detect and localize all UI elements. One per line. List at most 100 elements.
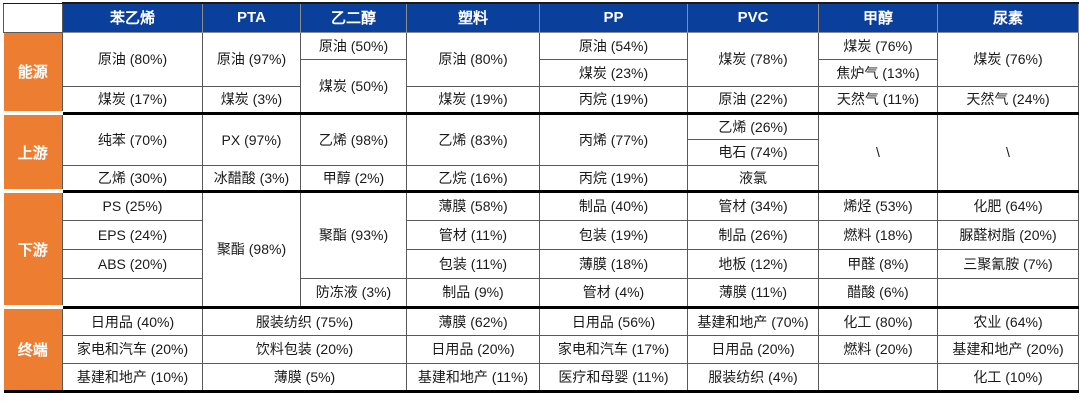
cell-downstream-pvc-3: 薄膜 (11%) <box>687 277 819 308</box>
cell-upstream-pp-1: 丙烷 (19%) <box>539 164 688 192</box>
cell-upstream-urea-0: \ <box>937 111 1079 192</box>
cell-energy-methanol-0: 煤炭 (76%) <box>818 31 938 60</box>
cell-downstream-plastics-1: 管材 (11%) <box>406 219 540 250</box>
row-header-upstream: 上游 <box>3 111 63 192</box>
cell-energy-plastics-1: 煤炭 (19%) <box>406 85 540 114</box>
cell-terminal-styrene-0: 日用品 (40%) <box>62 305 203 336</box>
cell-energy-pvc-0: 煤炭 (78%) <box>687 31 819 87</box>
downstream-row-3: ABS (20%) 包装 (11%) 薄膜 (18%) 地板 (12%) 甲醛 … <box>4 248 1079 279</box>
cell-upstream-styrene-0: 纯苯 (70%) <box>62 111 203 166</box>
col-header-urea: 尿素 <box>937 2 1079 33</box>
cell-downstream-methanol-2: 甲醛 (8%) <box>818 248 938 279</box>
cell-energy-meg-0: 原油 (50%) <box>300 31 407 60</box>
downstream-row-1: 下游 PS (25%) 聚酯 (98%) 聚酯 (93%) 薄膜 (58%) 制… <box>3 189 1079 308</box>
cell-terminal-pvc-0: 基建和地产 (70%) <box>687 305 819 336</box>
row-header-downstream: 下游 <box>3 189 63 308</box>
cell-terminal-styrene-2: 基建和地产 (10%) <box>62 362 203 393</box>
terminal-row-2: 家电和汽车 (20%) 饮料包装 (20%) 日用品 (20%) 家电和汽车 (… <box>4 334 1079 364</box>
cell-downstream-pp-3: 管材 (4%) <box>539 277 688 308</box>
cell-energy-pvc-1: 原油 (22%) <box>687 85 819 114</box>
cell-terminal-plastics-1: 日用品 (20%) <box>406 334 540 364</box>
cell-terminal-methanol-1: 燃料 (20%) <box>818 334 938 364</box>
cell-terminal-pp-2: 医疗和母婴 (11%) <box>539 362 688 393</box>
cell-downstream-plastics-2: 包装 (11%) <box>406 248 540 279</box>
cell-energy-pta-0: 原油 (97%) <box>202 31 301 87</box>
cell-downstream-pp-1: 包装 (19%) <box>539 219 688 250</box>
cell-downstream-urea-1: 脲醛树脂 (20%) <box>937 219 1079 250</box>
cell-energy-methanol-2: 天然气 (11%) <box>818 85 938 114</box>
energy-row-2: 煤炭 (50%) 煤炭 (23%) 焦炉气 (13%) <box>4 58 1079 114</box>
supply-chain-table: 苯乙烯 PTA 乙二醇 塑料 PP PVC 甲醇 尿素 能源 原油 (80%) … <box>3 2 1079 393</box>
cell-downstream-methanol-0: 烯烃 (53%) <box>818 189 938 221</box>
cell-downstream-urea-3-empty <box>937 277 1079 308</box>
cell-downstream-styrene-3-empty <box>62 277 203 308</box>
cell-upstream-meg-1: 甲醇 (2%) <box>300 164 407 192</box>
cell-downstream-pvc-2: 地板 (12%) <box>687 248 819 279</box>
cell-downstream-meg-1: 防冻液 (3%) <box>300 277 407 308</box>
cell-upstream-pta-0: PX (97%) <box>202 111 301 166</box>
cell-downstream-methanol-3: 醋酸 (6%) <box>818 277 938 308</box>
cell-downstream-plastics-3: 制品 (9%) <box>406 277 540 308</box>
cell-energy-plastics-0: 原油 (80%) <box>406 31 540 87</box>
cell-downstream-pp-0: 制品 (40%) <box>539 189 688 221</box>
col-header-pvc: PVC <box>687 2 819 33</box>
row-header-terminal: 终端 <box>3 305 63 393</box>
cell-upstream-pta-1: 冰醋酸 (3%) <box>202 164 301 192</box>
cell-energy-pp-2: 丙烷 (19%) <box>539 85 688 114</box>
downstream-row-4: 防冻液 (3%) 制品 (9%) 管材 (4%) 薄膜 (11%) 醋酸 (6%… <box>4 277 1079 308</box>
cell-downstream-pvc-1: 制品 (26%) <box>687 219 819 250</box>
cell-terminal-urea-2: 化工 (10%) <box>937 362 1079 393</box>
cell-terminal-pta-meg-2: 薄膜 (5%) <box>202 362 407 393</box>
cell-terminal-pvc-2: 服装纺织 (4%) <box>687 362 819 393</box>
cell-downstream-meg-0: 聚酯 (93%) <box>300 189 407 279</box>
header-row: 苯乙烯 PTA 乙二醇 塑料 PP PVC 甲醇 尿素 <box>3 2 1079 33</box>
cell-upstream-plastics-0: 乙烯 (83%) <box>406 111 540 166</box>
cell-downstream-styrene-0: PS (25%) <box>62 189 203 221</box>
cell-terminal-methanol-2-empty <box>818 362 938 393</box>
cell-energy-meg-1: 煤炭 (50%) <box>300 58 407 114</box>
cell-upstream-pvc-2: 液氯 <box>687 164 819 192</box>
terminal-row-3: 基建和地产 (10%) 薄膜 (5%) 基建和地产 (11%) 医疗和母婴 (1… <box>4 362 1079 393</box>
cell-energy-pp-1: 煤炭 (23%) <box>539 58 688 87</box>
upstream-row-3: 乙烯 (30%) 冰醋酸 (3%) 甲醇 (2%) 乙烷 (16%) 丙烷 (1… <box>4 164 1079 192</box>
cell-downstream-plastics-0: 薄膜 (58%) <box>406 189 540 221</box>
cell-downstream-methanol-1: 燃料 (18%) <box>818 219 938 250</box>
cell-upstream-pp-0: 丙烯 (77%) <box>539 111 688 166</box>
cell-upstream-styrene-1: 乙烯 (30%) <box>62 164 203 192</box>
corner-cell <box>3 2 63 33</box>
cell-energy-pp-0: 原油 (54%) <box>539 31 688 60</box>
cell-energy-urea-0: 煤炭 (76%) <box>937 31 1079 87</box>
cell-energy-urea-1: 天然气 (24%) <box>937 85 1079 114</box>
col-header-methanol: 甲醇 <box>818 2 938 33</box>
cell-terminal-pta-meg-1: 饮料包装 (20%) <box>202 334 407 364</box>
cell-upstream-pvc-1: 电石 (74%) <box>687 138 819 166</box>
cell-terminal-urea-1: 基建和地产 (20%) <box>937 334 1079 364</box>
col-header-meg: 乙二醇 <box>300 2 407 33</box>
cell-terminal-urea-0: 农业 (64%) <box>937 305 1079 336</box>
cell-downstream-urea-0: 化肥 (64%) <box>937 189 1079 221</box>
col-header-pp: PP <box>539 2 688 33</box>
col-header-plastics: 塑料 <box>406 2 540 33</box>
cell-downstream-urea-2: 三聚氰胺 (7%) <box>937 248 1079 279</box>
downstream-row-2: EPS (24%) 管材 (11%) 包装 (19%) 制品 (26%) 燃料 … <box>4 219 1079 250</box>
cell-downstream-styrene-1: EPS (24%) <box>62 219 203 250</box>
cell-terminal-plastics-2: 基建和地产 (11%) <box>406 362 540 393</box>
col-header-pta: PTA <box>202 2 301 33</box>
cell-terminal-pp-0: 日用品 (56%) <box>539 305 688 336</box>
terminal-row-1: 终端 日用品 (40%) 服装纺织 (75%) 薄膜 (62%) 日用品 (56… <box>3 305 1079 393</box>
cell-terminal-methanol-0: 化工 (80%) <box>818 305 938 336</box>
cell-upstream-meg-0: 乙烯 (98%) <box>300 111 407 166</box>
cell-downstream-pvc-0: 管材 (34%) <box>687 189 819 221</box>
cell-downstream-styrene-2: ABS (20%) <box>62 248 203 279</box>
cell-terminal-styrene-1: 家电和汽车 (20%) <box>62 334 203 364</box>
cell-downstream-pp-2: 薄膜 (18%) <box>539 248 688 279</box>
cell-energy-styrene-1: 煤炭 (17%) <box>62 85 203 114</box>
cell-terminal-pvc-1: 日用品 (20%) <box>687 334 819 364</box>
cell-downstream-pta-0: 聚酯 (98%) <box>202 189 301 308</box>
energy-row-1: 能源 原油 (80%) 原油 (97%) 原油 (50%) 原油 (80%) 原… <box>3 31 1079 114</box>
cell-upstream-pvc-0: 乙烯 (26%) <box>687 111 819 140</box>
cell-energy-methanol-1: 焦炉气 (13%) <box>818 58 938 87</box>
cell-terminal-pp-1: 家电和汽车 (17%) <box>539 334 688 364</box>
cell-energy-pta-1: 煤炭 (3%) <box>202 85 301 114</box>
